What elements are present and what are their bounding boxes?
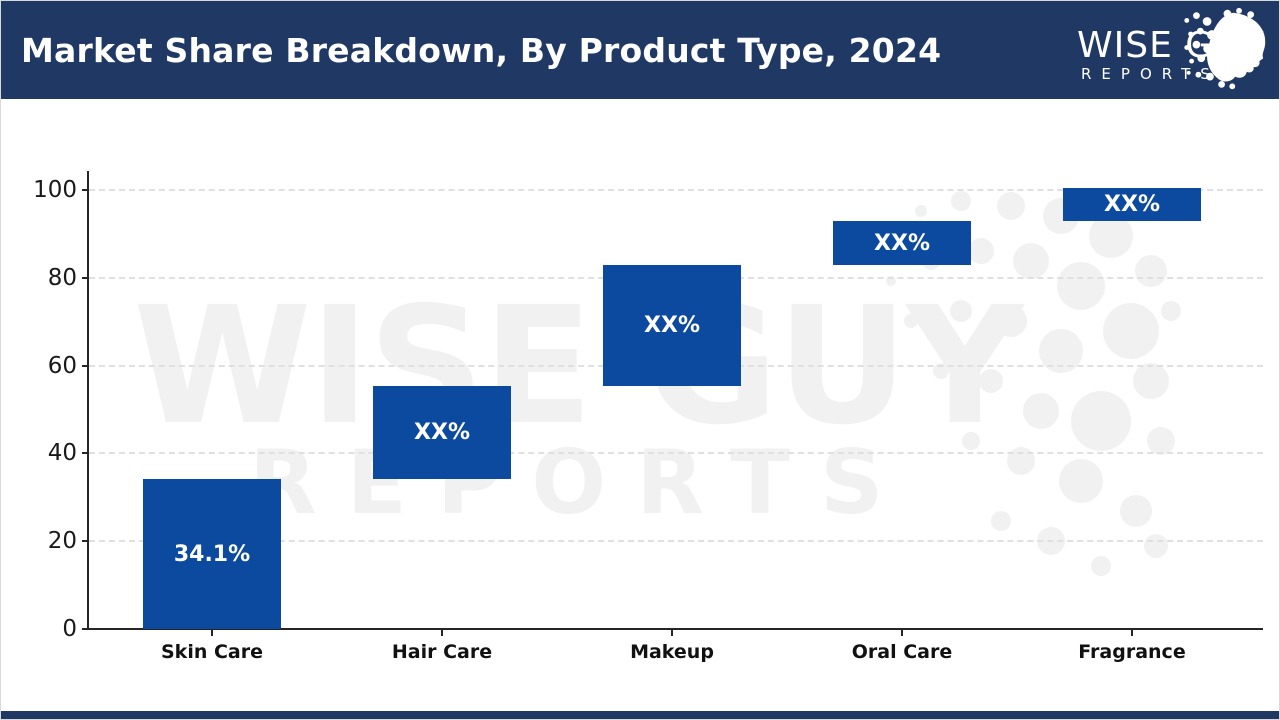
watermark-wordmark: WISE GUY — [133, 273, 1024, 461]
gridline-y20 — [89, 540, 1263, 543]
y-axis-tick — [82, 276, 89, 279]
bar-skin-care: 34.1% — [143, 479, 281, 629]
watermark-subtitle: REPORTS — [249, 431, 914, 534]
bar-hair-care: XX% — [373, 386, 511, 480]
bar-value-label: 34.1% — [173, 541, 251, 567]
bar-value-label: XX% — [644, 313, 700, 339]
logo-subtitle: REPORTS — [1081, 65, 1220, 83]
x-axis-tick — [671, 629, 673, 636]
x-axis-category-label: Makeup — [630, 641, 714, 663]
y-axis-tick-label: 0 — [62, 616, 77, 642]
y-axis-tick-label: 20 — [47, 528, 77, 555]
y-axis-tick — [82, 364, 89, 367]
y-axis-tick — [82, 452, 89, 455]
bar-value-label: XX% — [414, 420, 470, 446]
x-axis-tick — [901, 629, 903, 636]
y-axis-line — [87, 171, 89, 629]
wiseguy-head-icon — [1184, 7, 1266, 90]
bar-makeup: XX% — [603, 265, 741, 387]
x-axis-category-label: Oral Care — [851, 641, 953, 663]
y-axis-tick-label: 80 — [47, 264, 77, 291]
y-axis-tick — [82, 189, 89, 191]
gridline-y40 — [89, 452, 1263, 455]
x-axis-category-label: Fragrance — [1078, 641, 1186, 663]
x-axis-category-label: Skin Care — [161, 641, 263, 663]
bar-value-label: XX% — [874, 230, 930, 256]
x-axis-tick — [1131, 629, 1133, 636]
x-axis-tick — [441, 629, 443, 636]
y-axis-tick-label: 40 — [47, 440, 77, 467]
y-axis-tick — [82, 540, 89, 543]
chart-title: Market Share Breakdown, By Product Type,… — [21, 30, 942, 70]
y-axis-tick — [82, 628, 89, 630]
x-axis-category-label: Hair Care — [391, 641, 493, 663]
bar-fragrance: XX% — [1063, 188, 1201, 222]
header-band: Market Share Breakdown, By Product Type,… — [1, 1, 1279, 99]
gridline-y100 — [89, 189, 1263, 191]
y-axis-tick-label: 100 — [33, 177, 77, 203]
footer-band — [1, 711, 1279, 719]
wiseguy-logo: WISE GUY REPORTS — [1033, 1, 1273, 99]
x-axis-tick — [211, 629, 213, 636]
x-axis-line — [87, 628, 1263, 630]
y-axis-tick-label: 60 — [47, 352, 77, 379]
bar-oral-care: XX% — [833, 221, 971, 266]
bar-value-label: XX% — [1104, 192, 1160, 218]
